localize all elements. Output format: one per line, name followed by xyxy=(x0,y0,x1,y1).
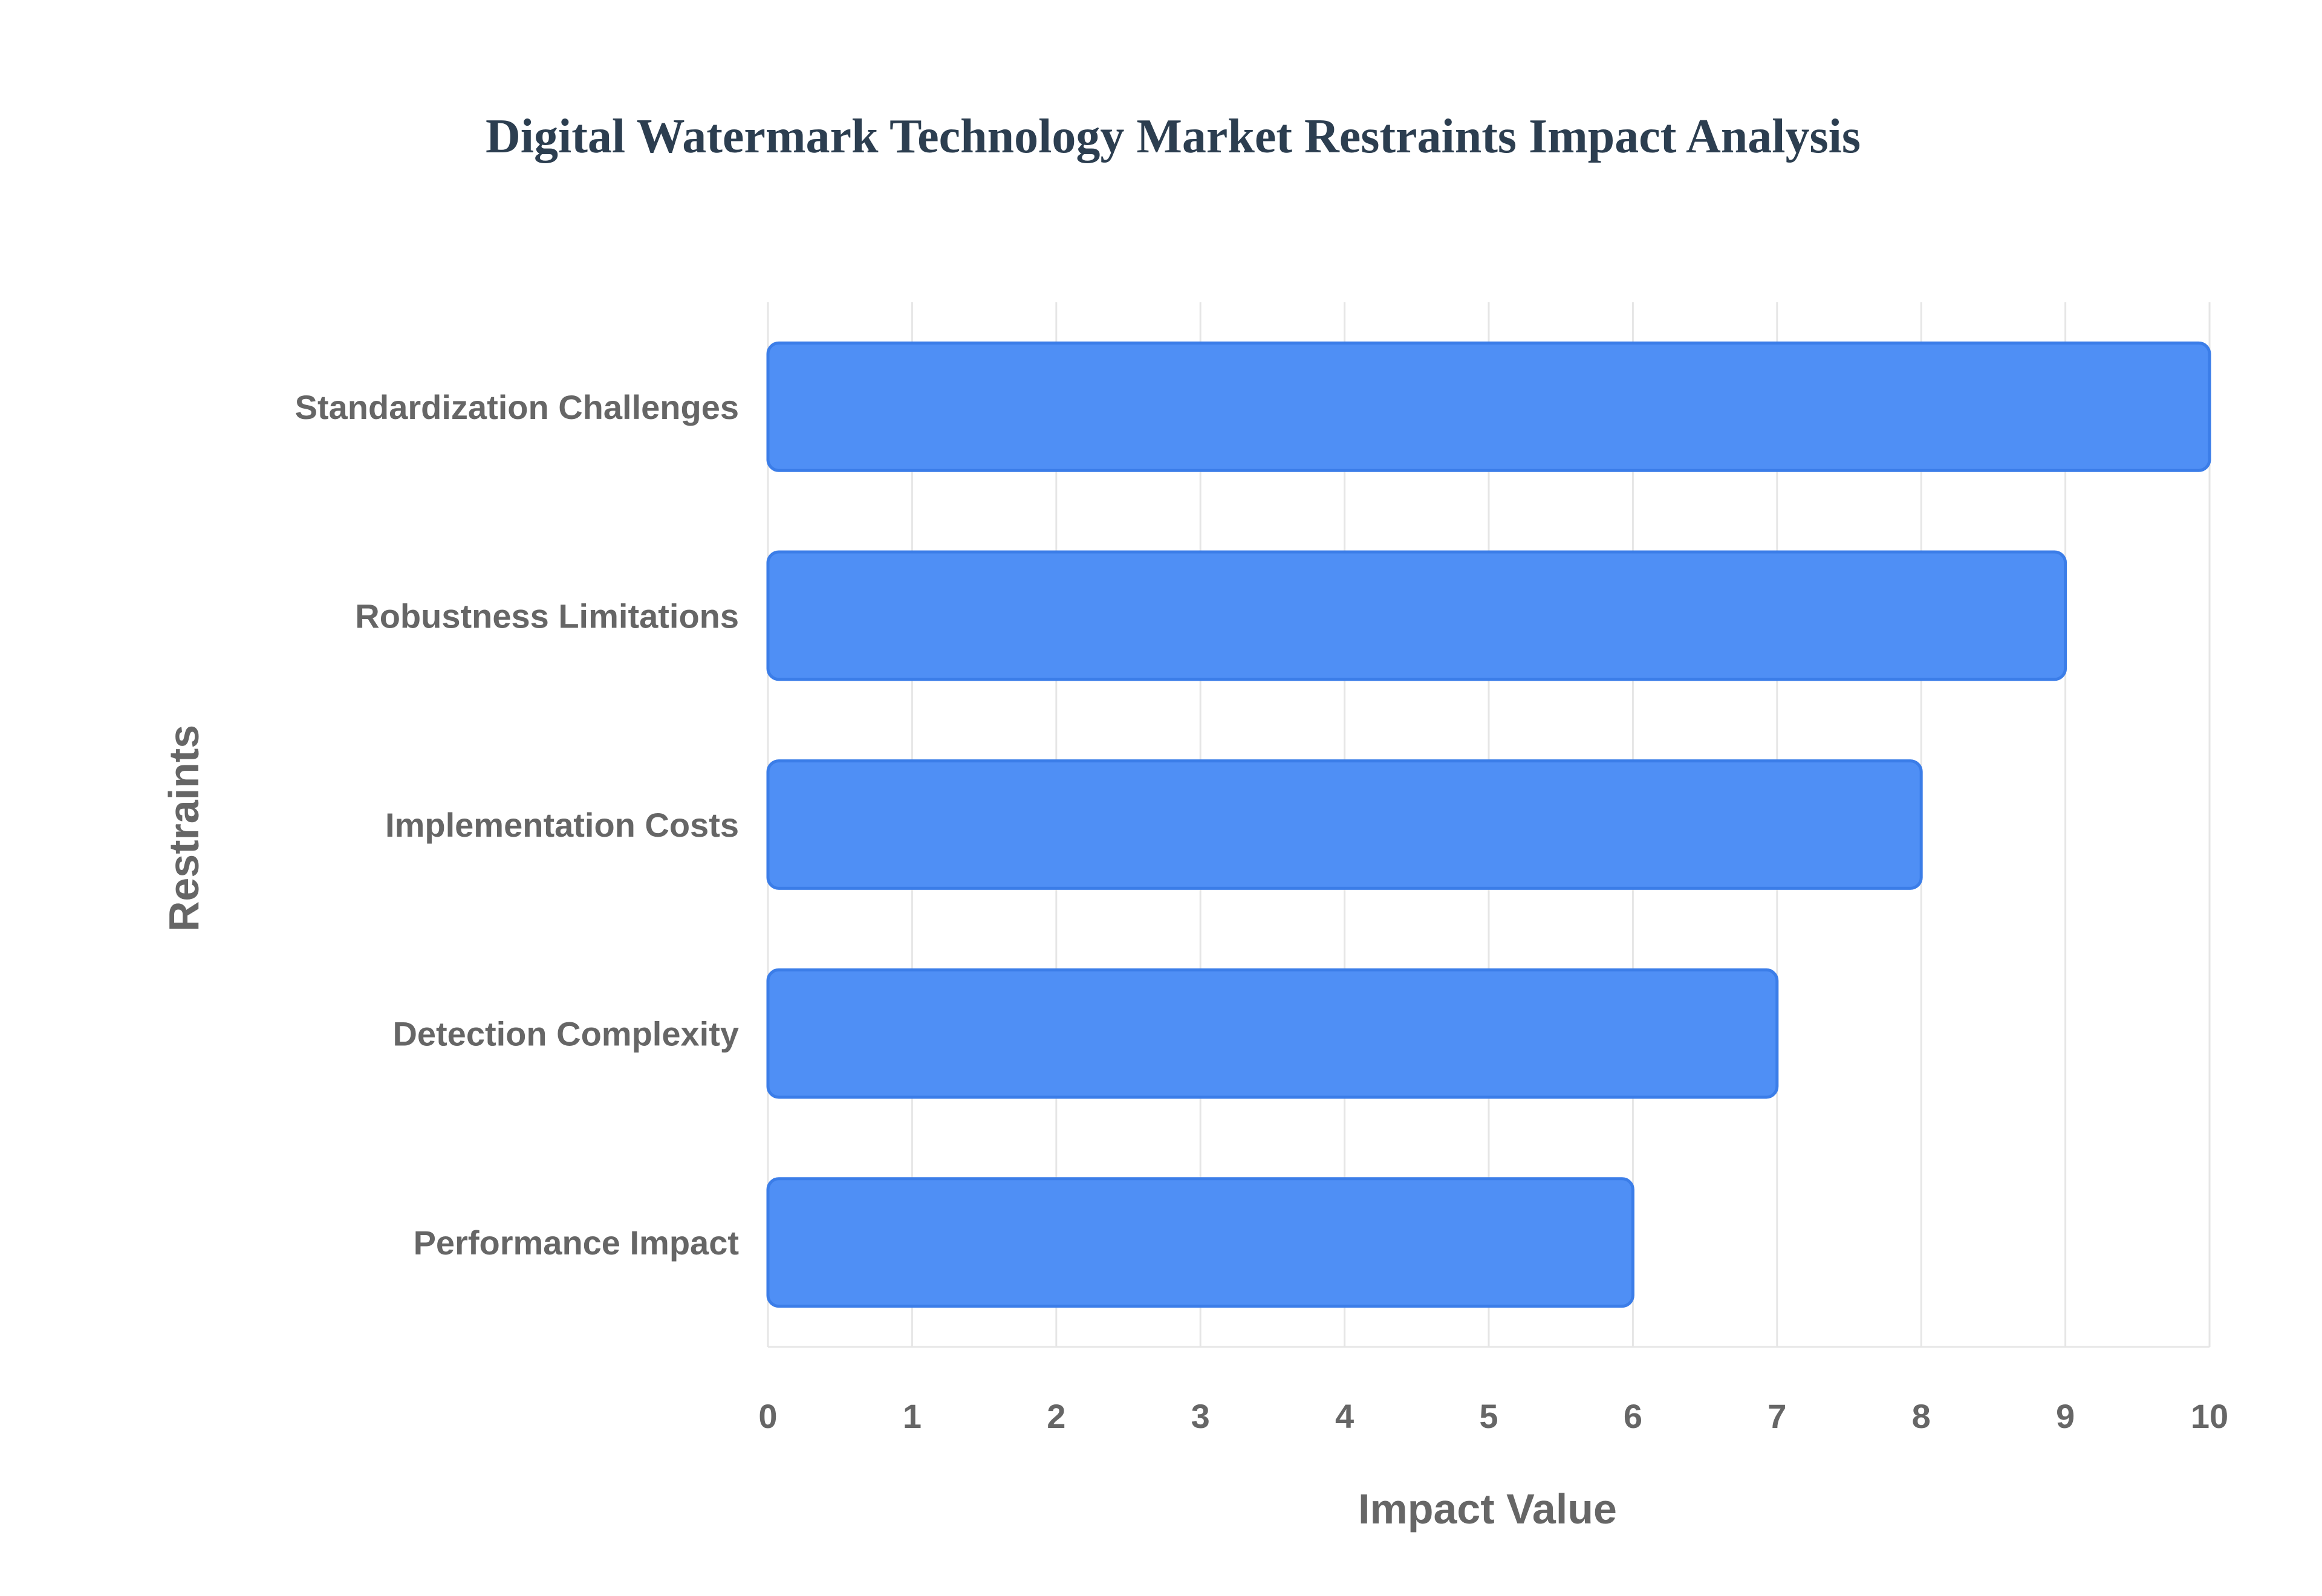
y-axis-title: Restraints xyxy=(160,725,207,932)
bar-4[interactable] xyxy=(766,1177,1634,1308)
bar-1[interactable] xyxy=(766,550,2067,681)
category-labels: Standardization Challenges Robustness Lim… xyxy=(295,388,739,1262)
category-label-4: Performance Impact xyxy=(414,1224,739,1262)
bar-2[interactable] xyxy=(766,759,1923,890)
x-tick-label-1: 1 xyxy=(903,1397,922,1435)
x-tick-labels: 0 1 2 3 4 5 6 7 8 9 10 xyxy=(758,1397,2228,1435)
x-tick-label-2: 2 xyxy=(1047,1397,1065,1435)
category-label-1: Robustness Limitations xyxy=(355,597,739,635)
bar-0[interactable] xyxy=(766,341,2211,472)
x-tick-label-3: 3 xyxy=(1191,1397,1210,1435)
x-tick-label-8: 8 xyxy=(1912,1397,1931,1435)
x-tick-label-5: 5 xyxy=(1479,1397,1498,1435)
chart-title: Digital Watermark Technology Market Rest… xyxy=(486,110,1861,163)
bar-3[interactable] xyxy=(766,968,1779,1099)
x-tick-label-10: 10 xyxy=(2191,1397,2228,1435)
x-tick-label-7: 7 xyxy=(1768,1397,1786,1435)
x-tick-label-0: 0 xyxy=(758,1397,777,1435)
category-label-3: Detection Complexity xyxy=(392,1015,739,1053)
category-label-0: Standardization Challenges xyxy=(295,388,739,426)
x-tick-label-4: 4 xyxy=(1335,1397,1354,1435)
x-tick-label-9: 9 xyxy=(2056,1397,2075,1435)
x-tick-label-6: 6 xyxy=(1624,1397,1642,1435)
x-axis-title: Impact Value xyxy=(1358,1485,1617,1533)
bars xyxy=(766,341,2211,1308)
category-label-2: Implementation Costs xyxy=(385,806,739,844)
